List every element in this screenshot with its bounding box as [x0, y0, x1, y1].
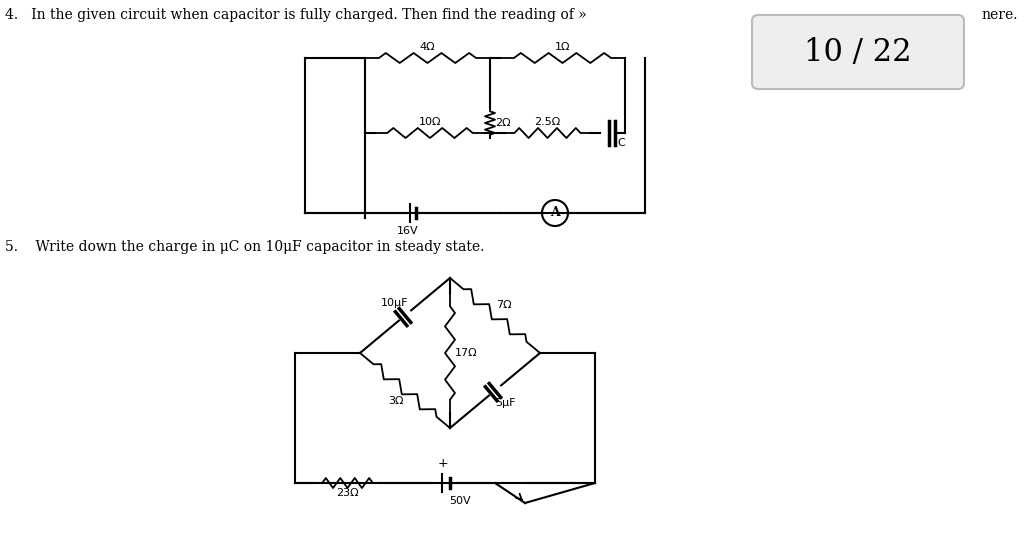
Text: A: A	[550, 207, 560, 220]
Text: 4Ω: 4Ω	[420, 42, 435, 52]
Text: 2Ω: 2Ω	[495, 118, 511, 128]
Text: +: +	[437, 457, 449, 470]
Text: 7Ω: 7Ω	[497, 300, 512, 310]
Text: 17Ω: 17Ω	[455, 348, 477, 358]
Text: 50V: 50V	[450, 496, 471, 506]
Text: 4.   In the given circuit when capacitor is fully charged. Then find the reading: 4. In the given circuit when capacitor i…	[5, 8, 587, 22]
Text: 2.5Ω: 2.5Ω	[535, 117, 560, 127]
Text: 16V: 16V	[397, 226, 419, 236]
Text: 3Ω: 3Ω	[388, 396, 403, 406]
Text: 5.    Write down the charge in μC on 10μF capacitor in steady state.: 5. Write down the charge in μC on 10μF c…	[5, 240, 484, 254]
Text: nere.: nere.	[981, 8, 1018, 22]
Text: 10Ω: 10Ω	[419, 117, 441, 127]
Text: 1Ω: 1Ω	[555, 42, 570, 52]
Text: 10μF: 10μF	[381, 298, 409, 308]
Text: C: C	[617, 138, 625, 148]
FancyBboxPatch shape	[752, 15, 964, 89]
Text: 5μF: 5μF	[495, 398, 515, 408]
Text: 23Ω: 23Ω	[336, 488, 358, 498]
Text: 10 / 22: 10 / 22	[804, 37, 911, 67]
